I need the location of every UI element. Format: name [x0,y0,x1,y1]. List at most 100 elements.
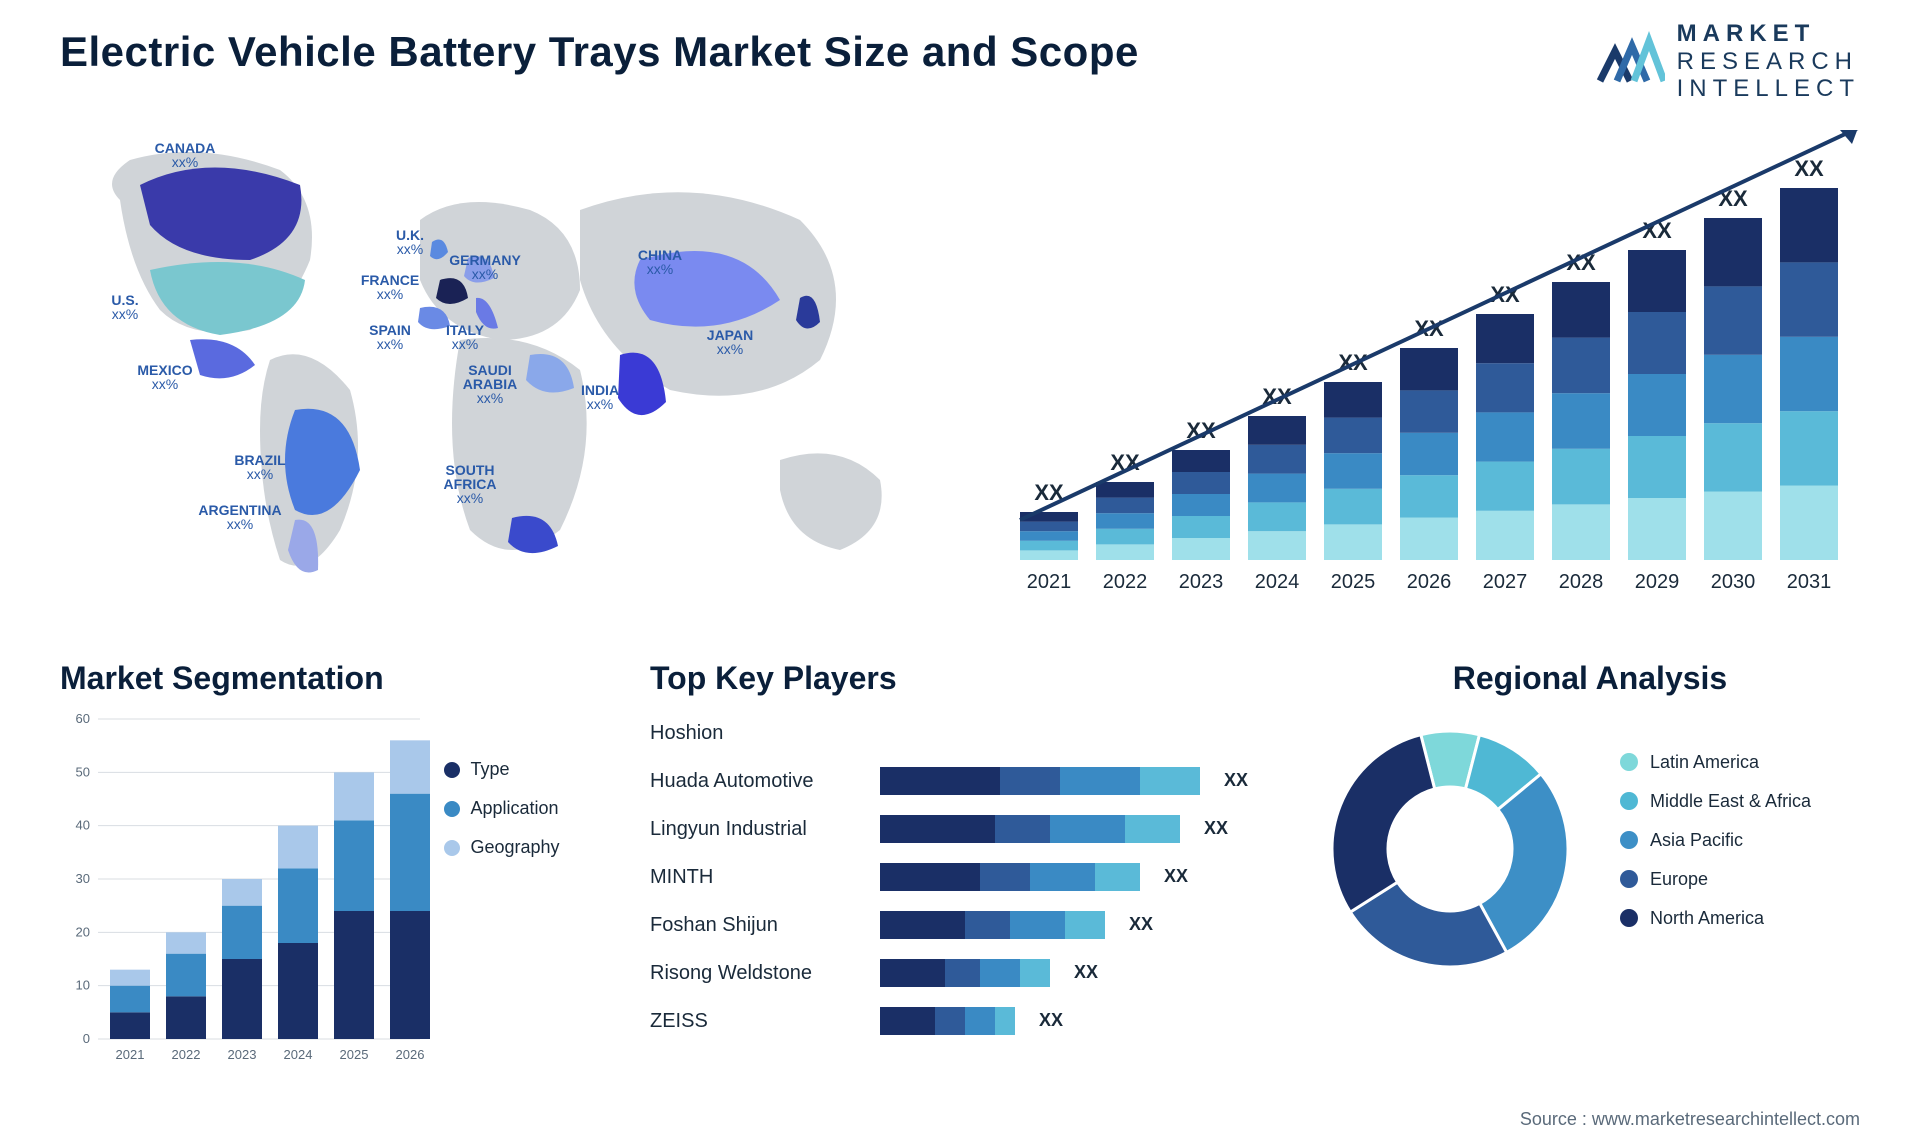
forecast-bar-2026-seg1 [1400,475,1458,517]
kp-row-minth: MINTHXX [650,853,1270,901]
map-label-mexico: MEXICOxx% [137,362,192,392]
legend-dot-icon [1620,753,1638,771]
seg-year-2021: 2021 [116,1047,145,1062]
forecast-bar-2029-seg3 [1628,312,1686,374]
forecast-bar-2023-seg3 [1172,472,1230,494]
kp-bar: XX [880,959,1270,987]
forecast-bar-2030-seg3 [1704,286,1762,354]
forecast-bar-2024-seg4 [1248,416,1306,445]
forecast-year-2027: 2027 [1483,571,1528,593]
kp-seg [980,959,1020,987]
forecast-bar-2027-seg3 [1476,363,1534,412]
forecast-bar-2030-seg2 [1704,355,1762,423]
regional-analysis: Regional Analysis Latin AmericaMiddle Ea… [1310,660,1870,989]
kp-bar: XX [880,767,1270,795]
forecast-bar-2023-seg4 [1172,450,1230,472]
forecast-bar-2028-seg3 [1552,338,1610,394]
seg-year-2022: 2022 [172,1047,201,1062]
kp-seg [935,1007,965,1035]
forecast-bar-2028-seg0 [1552,504,1610,560]
forecast-bar-2027-seg1 [1476,462,1534,511]
legend-label: North America [1650,908,1764,929]
donut-svg [1310,709,1590,989]
kp-seg [945,959,980,987]
forecast-bar-2030-seg0 [1704,492,1762,560]
forecast-bar-2027-seg2 [1476,412,1534,461]
forecast-year-2025: 2025 [1331,571,1376,593]
forecast-bar-2022-seg4 [1096,482,1154,498]
forecast-bar-2028-seg2 [1552,393,1610,449]
forecast-year-2023: 2023 [1179,571,1224,593]
seg-bar-2026-0 [390,911,430,1039]
seg-bar-2026-2 [390,740,430,793]
logo-mark-icon [1595,26,1665,96]
legend-label: Asia Pacific [1650,830,1743,851]
forecast-bar-2030-seg1 [1704,423,1762,491]
map-label-uk: U.K.xx% [396,227,424,257]
reg-legend-asia-pacific: Asia Pacific [1620,830,1811,851]
forecast-year-2024: 2024 [1255,571,1300,593]
reg-legend-north-america: North America [1620,908,1811,929]
map-label-spain: SPAINxx% [369,322,411,352]
kp-seg [1140,767,1200,795]
seg-ytick-0: 0 [83,1031,90,1046]
logo-text-1: MARKET [1677,20,1860,48]
forecast-bar-2026-seg4 [1400,348,1458,390]
reg-legend-middle-east-&-africa: Middle East & Africa [1620,791,1811,812]
forecast-chart: 2021XX2022XX2023XX2024XX2025XX2026XX2027… [990,130,1860,610]
forecast-bar-2031-seg1 [1780,411,1838,485]
seg-ytick-20: 20 [76,924,90,939]
kp-name: Hoshion [650,722,880,745]
kp-seg [880,815,995,843]
kp-bar: XX [880,911,1270,939]
legend-label: Middle East & Africa [1650,791,1811,812]
seg-bar-2024-2 [278,826,318,869]
forecast-year-2022: 2022 [1103,571,1148,593]
legend-dot-icon [444,840,460,856]
kp-value: XX [1074,962,1098,983]
seg-year-2025: 2025 [340,1047,369,1062]
page-title: Electric Vehicle Battery Trays Market Si… [60,28,1139,76]
map-country-us [150,262,305,335]
forecast-bar-2025-seg4 [1324,382,1382,418]
seg-ytick-50: 50 [76,764,90,779]
kp-row-lingyun-industrial: Lingyun IndustrialXX [650,805,1270,853]
kp-name: Huada Automotive [650,770,880,793]
seg-legend-geography: Geography [444,837,559,858]
forecast-bar-2021-seg3 [1020,522,1078,532]
kp-seg [1060,767,1140,795]
seg-bar-2021-0 [110,1012,150,1039]
forecast-bar-2027-seg0 [1476,511,1534,560]
reg-legend-latin-america: Latin America [1620,752,1811,773]
map-label-india: INDIAxx% [581,382,619,412]
kp-value: XX [1224,770,1248,791]
reg-legend-europe: Europe [1620,869,1811,890]
forecast-bar-2031-seg4 [1780,188,1838,262]
seg-year-2024: 2024 [284,1047,313,1062]
kp-name: ZEISS [650,1010,880,1033]
forecast-bar-2026-seg0 [1400,518,1458,560]
seg-bar-2021-1 [110,986,150,1013]
forecast-bar-2022-seg1 [1096,529,1154,545]
forecast-bar-2022-seg2 [1096,513,1154,529]
forecast-bar-2022-seg3 [1096,498,1154,514]
market-segmentation: Market Segmentation 01020304050602021202… [60,660,620,1069]
kp-value: XX [1204,818,1228,839]
regional-legend: Latin America Middle East & Africa Asia Pa… [1620,752,1811,947]
forecast-bar-2031-seg2 [1780,337,1838,411]
key-players: Top Key Players HoshionHuada AutomotiveX… [650,660,1270,1045]
kp-name: Risong Weldstone [650,962,880,985]
seg-bar-2022-2 [166,932,206,953]
kp-seg [880,911,965,939]
kp-seg [965,1007,995,1035]
kp-seg [1000,767,1060,795]
forecast-year-2026: 2026 [1407,571,1452,593]
kp-seg [880,1007,935,1035]
forecast-year-2031: 2031 [1787,571,1832,593]
kp-name: MINTH [650,866,880,889]
seg-bar-2023-0 [222,959,262,1039]
legend-label: Application [470,798,558,819]
forecast-bar-2028-seg1 [1552,449,1610,505]
world-map-svg: CANADAxx%U.S.xx%MEXICOxx%BRAZILxx%ARGENT… [60,130,930,610]
kp-seg [965,911,1010,939]
